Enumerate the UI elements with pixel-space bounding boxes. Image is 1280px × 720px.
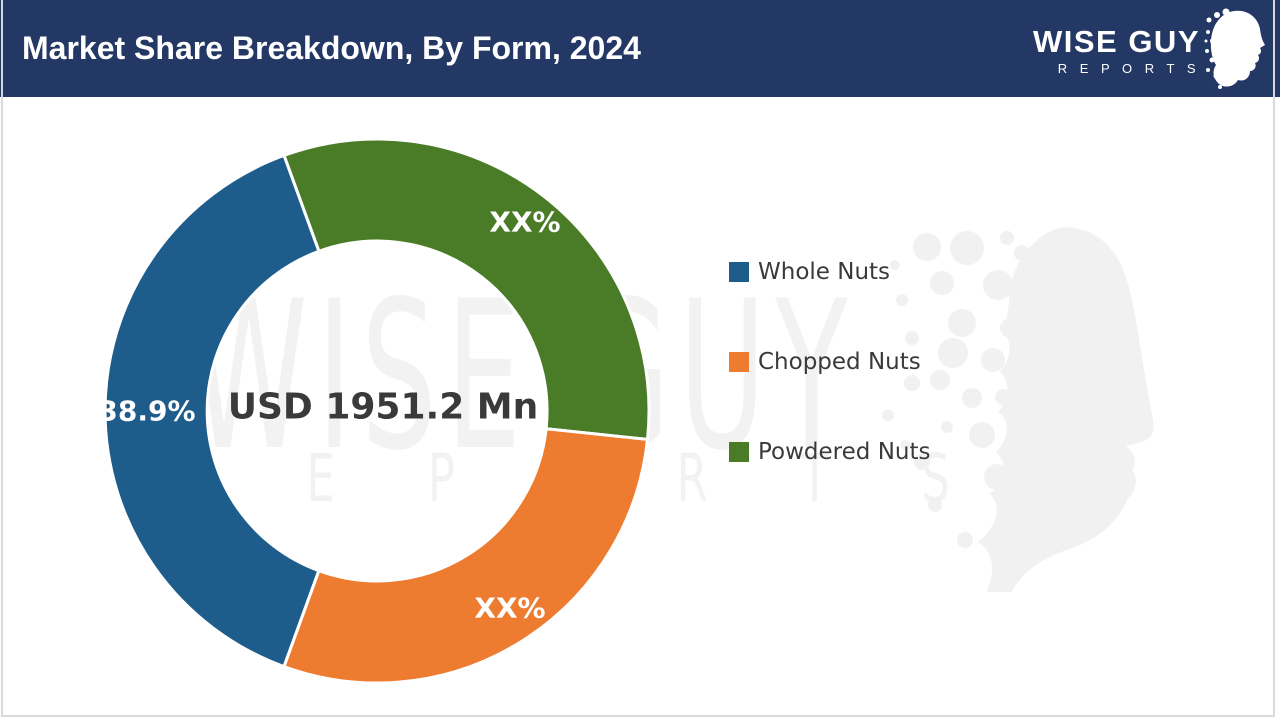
legend-label-whole-nuts: Whole Nuts xyxy=(758,259,891,285)
legend-swatch-whole-nuts xyxy=(729,262,749,282)
legend-item-chopped-nuts: Chopped Nuts xyxy=(729,349,921,375)
brand-face-icon xyxy=(1204,8,1265,89)
legend-item-powdered-nuts: Powdered Nuts xyxy=(729,439,931,465)
header-bar: Market Share Breakdown, By Form, 2024 WI… xyxy=(0,0,1280,97)
legend-item-whole-nuts: Whole Nuts xyxy=(729,259,891,285)
brand-tagline: R E P O R T S xyxy=(1057,61,1200,76)
slice-label-powdered-nuts: XX% xyxy=(489,205,561,239)
center-value-label: USD 1951.2 Mn xyxy=(227,386,539,428)
page-title: Market Share Breakdown, By Form, 2024 xyxy=(22,30,641,66)
slice-label-whole-nuts: 38.9% xyxy=(98,394,196,428)
legend-swatch-powdered-nuts xyxy=(729,442,749,462)
legend-swatch-chopped-nuts xyxy=(729,352,749,372)
brand-logo: WISE GUY R E P O R T S xyxy=(1033,8,1266,92)
brand-logo-text: WISE GUY R E P O R T S xyxy=(1033,24,1200,76)
legend-label-chopped-nuts: Chopped Nuts xyxy=(758,349,921,375)
legend-label-powdered-nuts: Powdered Nuts xyxy=(758,439,931,465)
slice-label-chopped-nuts: XX% xyxy=(474,591,546,625)
brand-name: WISE GUY xyxy=(1032,24,1200,59)
